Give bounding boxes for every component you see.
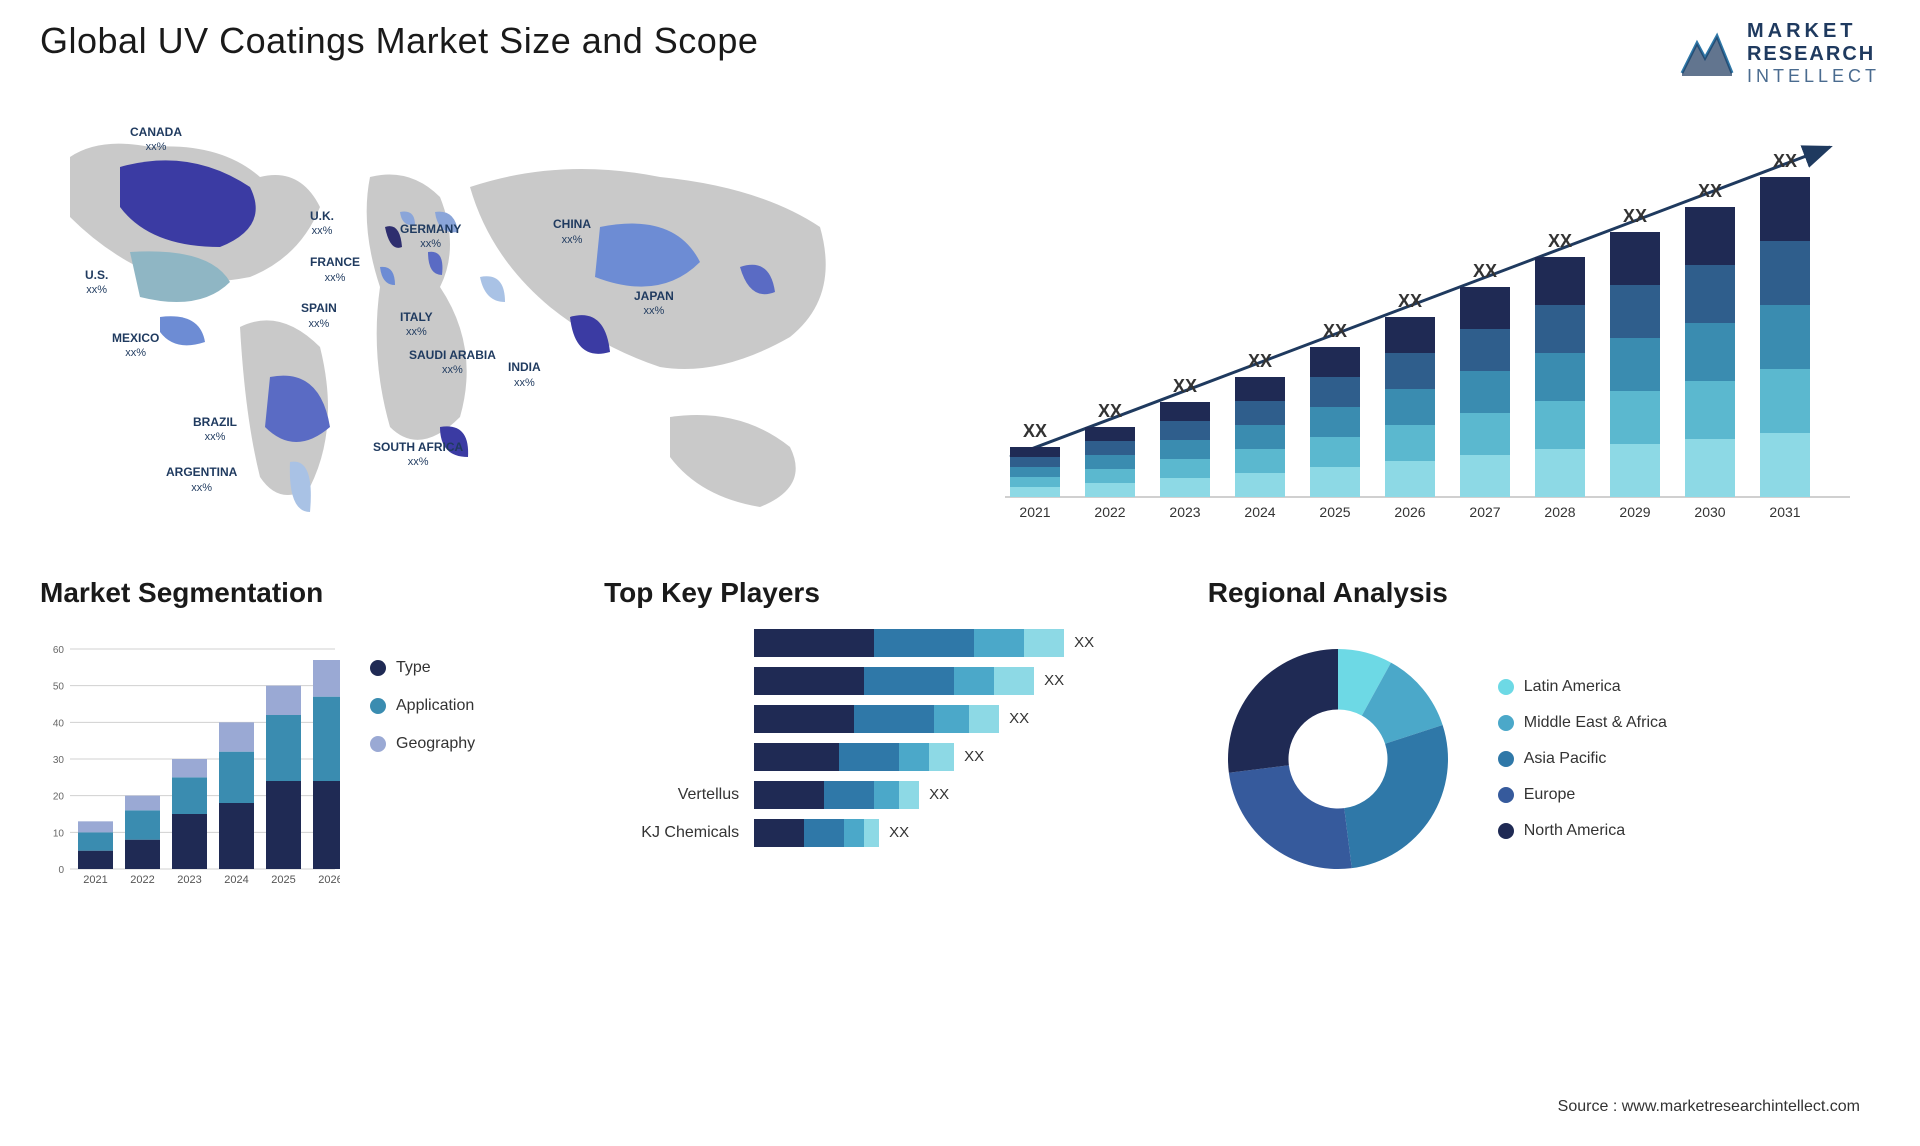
- page-title: Global UV Coatings Market Size and Scope: [40, 20, 758, 62]
- logo-icon: [1677, 28, 1737, 78]
- map-label: CHINAxx%: [553, 217, 591, 247]
- key-player-value: XX: [964, 748, 984, 765]
- svg-text:2021: 2021: [1019, 504, 1050, 520]
- svg-text:2028: 2028: [1544, 504, 1575, 520]
- segmentation-chart: 0 10 20 30 40 50 60 2021 2022 2023 2024 2025 2026: [40, 629, 340, 889]
- svg-text:10: 10: [53, 828, 65, 839]
- svg-text:XX: XX: [1473, 261, 1497, 281]
- legend-item: Asia Pacific: [1498, 750, 1667, 768]
- map-label: JAPANxx%: [634, 289, 674, 319]
- legend-item: Geography: [370, 735, 475, 753]
- legend-item: Middle East & Africa: [1498, 714, 1667, 732]
- key-players-title: Top Key Players: [604, 577, 1158, 609]
- map-label: ITALYxx%: [400, 310, 433, 340]
- key-player-row: XX: [604, 667, 1158, 695]
- svg-text:2024: 2024: [1244, 504, 1275, 520]
- key-player-value: XX: [1009, 710, 1029, 727]
- svg-text:XX: XX: [1173, 376, 1197, 396]
- map-label: U.K.xx%: [310, 209, 334, 239]
- map-label: SPAINxx%: [301, 301, 337, 331]
- source-attribution: Source : www.marketresearchintellect.com: [1558, 1098, 1860, 1116]
- header: Global UV Coatings Market Size and Scope…: [40, 20, 1880, 87]
- regional-legend: Latin America Middle East & Africa Asia Pa…: [1498, 678, 1667, 840]
- top-section: CANADAxx% U.S.xx% MEXICOxx% BRAZILxx% ARGENT…: [40, 117, 1880, 537]
- bottom-section: Market Segmentation 0 10 20 30 40 50 60 2021 202…: [40, 577, 1880, 889]
- brand-logo: MARKET RESEARCH INTELLECT: [1677, 20, 1880, 87]
- map-label: U.S.xx%: [85, 268, 108, 298]
- svg-text:40: 40: [53, 718, 65, 729]
- svg-text:2023: 2023: [1169, 504, 1200, 520]
- key-players-panel: Top Key Players XXXXXXXXVertellusXXKJ Ch…: [604, 577, 1158, 889]
- svg-text:XX: XX: [1773, 151, 1797, 171]
- regional-title: Regional Analysis: [1208, 577, 1880, 609]
- key-player-value: XX: [889, 824, 909, 841]
- legend-item: North America: [1498, 822, 1667, 840]
- segmentation-title: Market Segmentation: [40, 577, 554, 609]
- key-player-row: XX: [604, 705, 1158, 733]
- key-player-value: XX: [929, 786, 949, 803]
- regional-donut-chart: [1208, 629, 1468, 889]
- svg-text:2024: 2024: [224, 874, 248, 886]
- legend-item: Latin America: [1498, 678, 1667, 696]
- legend-item: Type: [370, 659, 475, 677]
- world-map-panel: CANADAxx% U.S.xx% MEXICOxx% BRAZILxx% ARGENT…: [40, 117, 940, 537]
- svg-text:0: 0: [58, 865, 64, 876]
- segmentation-panel: Market Segmentation 0 10 20 30 40 50 60 2021 202…: [40, 577, 554, 889]
- map-label: GERMANYxx%: [400, 222, 461, 252]
- svg-text:2031: 2031: [1769, 504, 1800, 520]
- svg-text:2022: 2022: [130, 874, 154, 886]
- svg-text:60: 60: [53, 645, 65, 656]
- svg-text:XX: XX: [1098, 401, 1122, 421]
- regional-panel: Regional Analysis Latin America Middle Ea…: [1208, 577, 1880, 889]
- logo-text-1: MARKET: [1747, 20, 1880, 43]
- legend-item: Application: [370, 697, 475, 715]
- svg-text:2022: 2022: [1094, 504, 1125, 520]
- map-label: MEXICOxx%: [112, 331, 159, 361]
- svg-text:2025: 2025: [1319, 504, 1350, 520]
- key-player-value: XX: [1074, 634, 1094, 651]
- map-label: CANADAxx%: [130, 125, 182, 155]
- svg-text:XX: XX: [1398, 291, 1422, 311]
- svg-text:2026: 2026: [1394, 504, 1425, 520]
- growth-chart: XX 2021 XX 2022 XX 2023 XX 2024 XX 2025 XX 2026 XX 20…: [980, 117, 1860, 537]
- legend-item: Europe: [1498, 786, 1667, 804]
- svg-text:XX: XX: [1248, 351, 1272, 371]
- key-players-chart: XX XX XX XX Vertellus XX KJ Chemicals XX: [604, 629, 1158, 889]
- map-label: ARGENTINAxx%: [166, 465, 237, 495]
- key-player-row: XX: [604, 743, 1158, 771]
- svg-text:2030: 2030: [1694, 504, 1725, 520]
- svg-text:50: 50: [53, 681, 65, 692]
- key-player-row: Vertellus XX: [604, 781, 1158, 809]
- map-label: INDIAxx%: [508, 360, 541, 390]
- svg-text:20: 20: [53, 791, 65, 802]
- svg-text:XX: XX: [1023, 421, 1047, 441]
- svg-text:2025: 2025: [271, 874, 295, 886]
- key-player-label: Vertellus: [604, 786, 754, 804]
- map-label: FRANCExx%: [310, 255, 360, 285]
- svg-text:XX: XX: [1623, 206, 1647, 226]
- logo-text-3: INTELLECT: [1747, 66, 1880, 87]
- svg-text:XX: XX: [1548, 231, 1572, 251]
- svg-text:XX: XX: [1323, 321, 1347, 341]
- svg-text:2021: 2021: [83, 874, 107, 886]
- svg-text:2026: 2026: [318, 874, 340, 886]
- segmentation-legend: Type Application Geography: [370, 629, 475, 889]
- svg-text:30: 30: [53, 755, 65, 766]
- key-player-value: XX: [1044, 672, 1064, 689]
- svg-text:2023: 2023: [177, 874, 201, 886]
- key-player-label: KJ Chemicals: [604, 824, 754, 842]
- svg-text:2029: 2029: [1619, 504, 1650, 520]
- key-player-row: XX: [604, 629, 1158, 657]
- logo-text-2: RESEARCH: [1747, 43, 1880, 66]
- map-label: BRAZILxx%: [193, 415, 237, 445]
- map-label: SAUDI ARABIAxx%: [409, 348, 496, 378]
- key-player-row: KJ Chemicals XX: [604, 819, 1158, 847]
- svg-text:XX: XX: [1698, 181, 1722, 201]
- map-label: SOUTH AFRICAxx%: [373, 440, 463, 470]
- svg-text:2027: 2027: [1469, 504, 1500, 520]
